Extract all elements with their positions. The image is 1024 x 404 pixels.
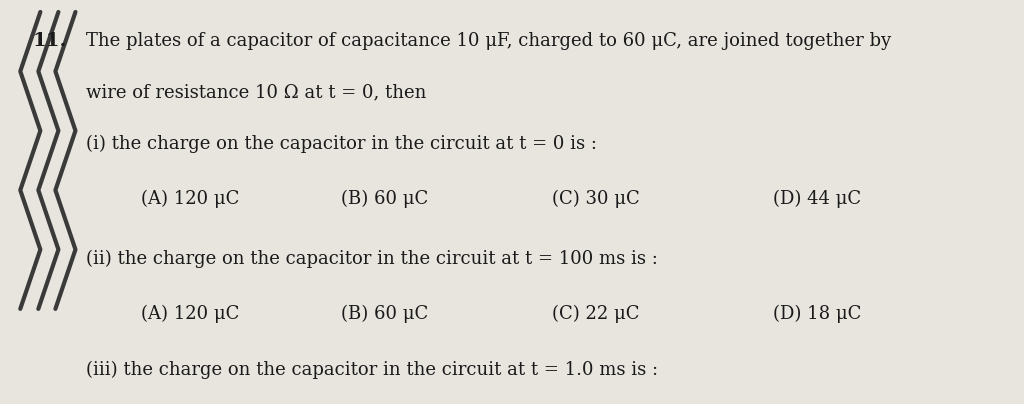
Text: (C) 22 μC: (C) 22 μC <box>552 305 640 323</box>
Text: The plates of a capacitor of capacitance 10 μF, charged to 60 μC, are joined tog: The plates of a capacitor of capacitance… <box>85 32 891 50</box>
Text: (A) 120 μC: (A) 120 μC <box>140 190 239 208</box>
Text: (B) 60 μC: (B) 60 μC <box>341 190 429 208</box>
Text: 11.: 11. <box>33 32 67 50</box>
Text: (D) 44 μC: (D) 44 μC <box>773 190 861 208</box>
Text: (B) 60 μC: (B) 60 μC <box>341 305 429 323</box>
Text: (C) 30 μC: (C) 30 μC <box>552 190 640 208</box>
Text: (iii) the charge on the capacitor in the circuit at t = 1.0 ms is :: (iii) the charge on the capacitor in the… <box>85 360 657 379</box>
Text: (A) 120 μC: (A) 120 μC <box>140 305 239 323</box>
Text: (ii) the charge on the capacitor in the circuit at t = 100 ms is :: (ii) the charge on the capacitor in the … <box>85 250 657 268</box>
Text: (i) the charge on the capacitor in the circuit at t = 0 is :: (i) the charge on the capacitor in the c… <box>85 135 597 153</box>
Text: (D) 18 μC: (D) 18 μC <box>773 305 861 323</box>
Text: wire of resistance 10 Ω at t = 0, then: wire of resistance 10 Ω at t = 0, then <box>85 83 426 101</box>
